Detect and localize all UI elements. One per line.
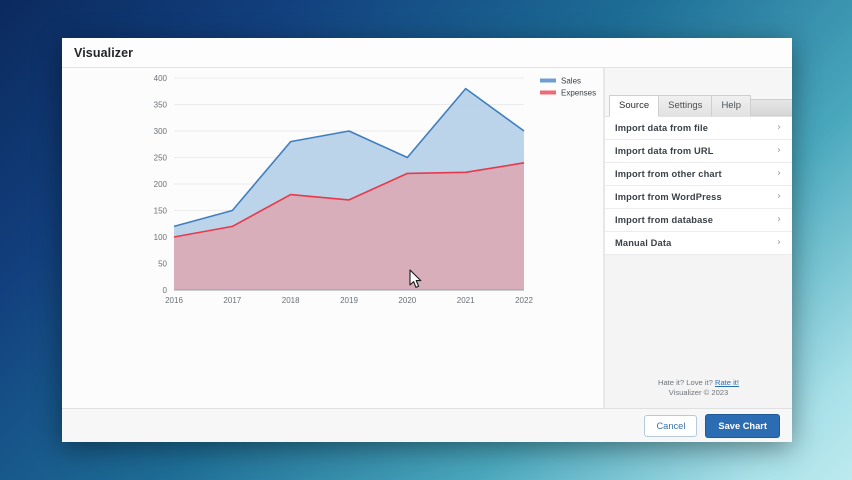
y-axis-tick-label: 400 [154,74,168,83]
menu-item-import-from-database[interactable]: Import from database › [605,209,792,232]
x-axis-tick-label: 2021 [457,296,475,305]
sidebar-tabs: Source Settings Help [609,94,792,117]
series-line-sales [173,87,525,228]
menu-item-label: Import from other chart [615,169,722,179]
legend-swatch [540,78,556,83]
x-axis-tick-label: 2017 [223,296,241,305]
modal-body: 0 50 100 150 200 250 300 350 400 2016 2017 2018 201… [62,68,792,408]
chevron-right-icon: › [777,122,781,133]
source-sidebar: Source Settings Help Import data from fi… [604,68,792,408]
chevron-right-icon: › [777,168,781,179]
x-axis-tick-label: 2019 [340,296,358,305]
rate-it-link[interactable]: Rate it! [714,378,740,387]
y-axis-tick-label: 300 [154,127,168,136]
legend-label: Expenses [561,89,596,98]
copyright-text: Visualizer © 2023 [668,388,729,397]
sidebar-footer: Hate it? Love it? Rate it! Visualizer © … [605,378,792,408]
page-title: Visualizer [74,45,134,60]
x-axis-tick-label: 2016 [165,296,183,305]
menu-item-manual-data[interactable]: Manual Data › [605,232,792,255]
modal-action-bar: Cancel Save Chart [62,408,792,442]
menu-item-import-from-wordpress[interactable]: Import from WordPress › [605,186,792,209]
chevron-right-icon: › [777,191,781,202]
tab-source[interactable]: Source [609,95,660,117]
tab-help[interactable]: Help [711,95,751,116]
menu-item-import-data-from-url[interactable]: Import data from URL › [605,140,792,163]
chart-x-axis-labels: 2016 2017 2018 2019 2020 2021 2022 [165,296,533,305]
x-axis-tick-label: 2018 [282,296,300,305]
visualizer-modal: Visualizer 0 50 100 150 200 250 300 350 400 2016… [62,38,792,442]
menu-item-label: Import from database [615,215,714,225]
rate-prompt: Hate it? Love it? Rate it! [605,378,792,388]
y-axis-tick-label: 150 [154,207,168,216]
import-source-list: Import data from file › Import data from… [605,116,792,255]
chevron-right-icon: › [777,145,781,156]
series-line-expenses [173,162,525,238]
sidebar-spacer [605,255,792,378]
chevron-right-icon: › [777,214,781,225]
modal-header: Visualizer [62,38,792,68]
y-axis-tick-label: 100 [154,233,168,242]
rate-prompt-text: Hate it? Love it? [657,378,715,387]
menu-item-label: Import data from file [615,123,709,133]
chart-series-areas [173,87,525,290]
legend-swatch [540,90,556,95]
legend-label: Sales [561,77,581,86]
y-axis-tick-label: 350 [154,101,168,110]
tab-settings[interactable]: Settings [658,95,713,116]
chart-container: 0 50 100 150 200 250 300 350 400 2016 2017 2018 201… [62,68,603,398]
y-axis-tick-label: 0 [163,286,168,295]
menu-item-label: Manual Data [615,238,672,248]
y-axis-tick-label: 200 [154,180,168,189]
menu-item-import-from-other-chart[interactable]: Import from other chart › [605,163,792,186]
y-axis-tick-label: 50 [158,260,167,269]
menu-item-label: Import from WordPress [615,192,722,202]
chevron-right-icon: › [777,237,781,248]
menu-item-import-data-from-file[interactable]: Import data from file › [605,117,792,140]
y-axis-tick-label: 250 [154,154,168,163]
series-area-expenses [174,162,524,290]
tabbar-filler [748,99,792,116]
chart-legend: Sales Expenses [540,77,596,98]
chart-y-axis-labels: 0 50 100 150 200 250 300 350 400 [154,74,168,295]
menu-item-label: Import data from URL [615,146,714,156]
cancel-button[interactable]: Cancel [644,414,698,437]
save-chart-button[interactable]: Save Chart [705,413,780,438]
x-axis-tick-label: 2022 [515,296,533,305]
chart-preview-pane: 0 50 100 150 200 250 300 350 400 2016 2017 2018 201… [62,68,604,408]
x-axis-tick-label: 2020 [398,296,416,305]
